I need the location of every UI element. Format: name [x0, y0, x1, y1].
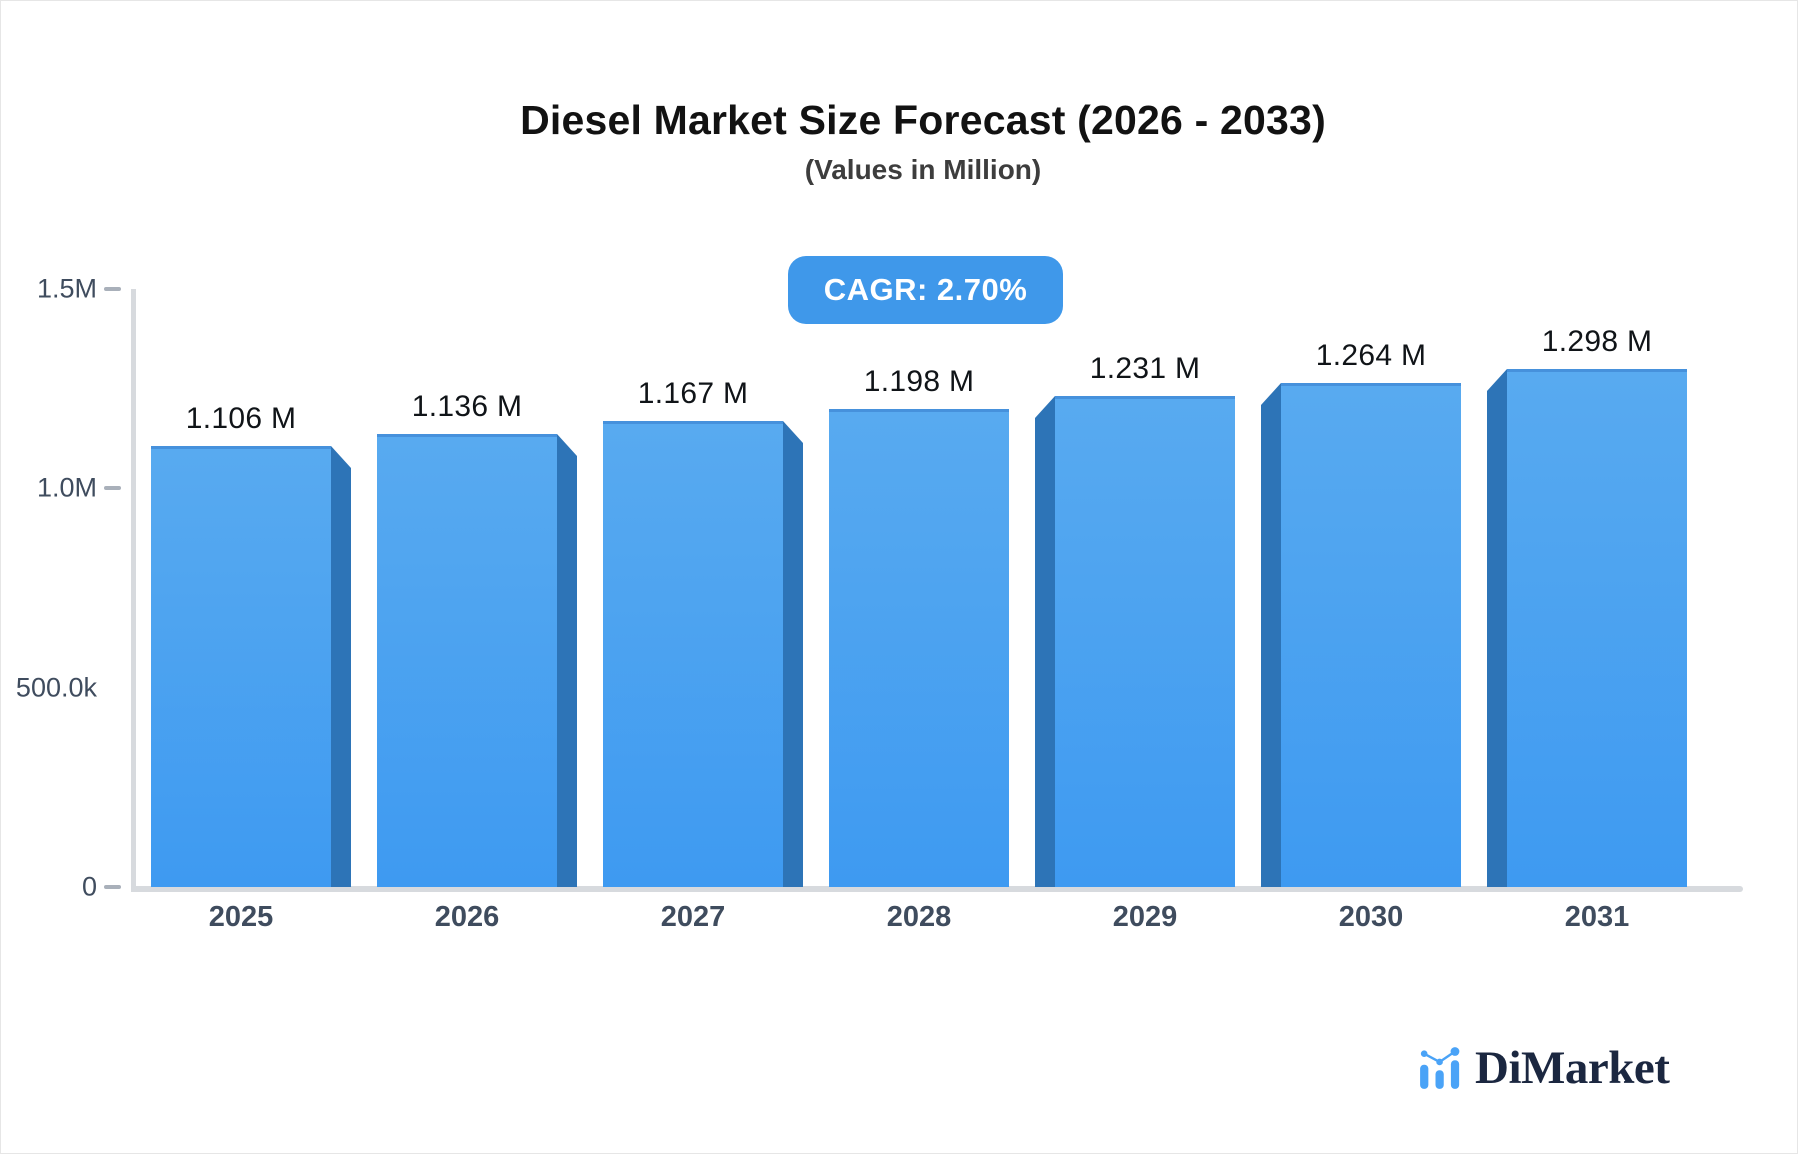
y-axis-tick-mark [104, 885, 121, 889]
bar-value-label: 1.198 M [863, 365, 975, 398]
bar-side-panel [1487, 369, 1507, 887]
x-axis-line [131, 886, 1743, 892]
bar-2026[interactable] [377, 434, 557, 887]
bar-side-panel [331, 446, 351, 887]
y-axis-tick-label: 0 [81, 871, 97, 902]
y-axis-tick-mark [104, 286, 121, 291]
x-axis-label-2027: 2027 [660, 901, 726, 933]
bar-2031[interactable] [1507, 369, 1687, 887]
bar-value-label: 1.136 M [411, 390, 523, 423]
bar-2027[interactable] [603, 421, 783, 887]
x-axis-label-2028: 2028 [886, 901, 952, 933]
bar-value-label: 1.264 M [1315, 339, 1427, 372]
logo-chart-icon [1420, 1047, 1460, 1089]
brand-logo: DiMarket [1419, 1041, 1670, 1095]
x-axis-label-2030: 2030 [1338, 901, 1404, 933]
bar-value-label: 1.231 M [1089, 352, 1201, 385]
chart-header: Diesel Market Size Forecast (2026 - 2033… [51, 97, 1795, 186]
logo-text: DiMarket [1475, 1042, 1670, 1094]
y-axis-tick-label: 500.0k [15, 672, 97, 702]
bar-side-panel [1035, 396, 1055, 887]
bar-side-panel [557, 434, 577, 887]
x-axis-label-2029: 2029 [1112, 901, 1178, 933]
x-axis-label-2025: 2025 [208, 901, 274, 933]
y-axis-tick-label: 1.5M [36, 273, 97, 303]
x-axis-label-2026: 2026 [434, 901, 500, 933]
bar-side-panel [1261, 383, 1281, 887]
bar-2028[interactable] [829, 409, 1009, 887]
cagr-badge: CAGR: 2.70% [788, 256, 1063, 324]
y-axis-line [131, 289, 136, 892]
y-axis-tick-mark [104, 486, 121, 490]
x-axis-label-2031: 2031 [1564, 901, 1630, 933]
bar-value-label: 1.167 M [637, 377, 749, 410]
bar-2029[interactable] [1055, 396, 1235, 887]
bar-side-panel [783, 421, 803, 887]
bar-2030[interactable] [1281, 383, 1461, 887]
chart-title: Diesel Market Size Forecast (2026 - 2033… [520, 97, 1326, 143]
y-axis-tick-label: 1.0M [36, 472, 97, 503]
bar-2025[interactable] [151, 446, 331, 887]
bar-value-label: 1.298 M [1541, 325, 1653, 358]
chart-subtitle: (Values in Million) [804, 154, 1042, 185]
bar-value-label: 1.106 M [185, 402, 297, 435]
